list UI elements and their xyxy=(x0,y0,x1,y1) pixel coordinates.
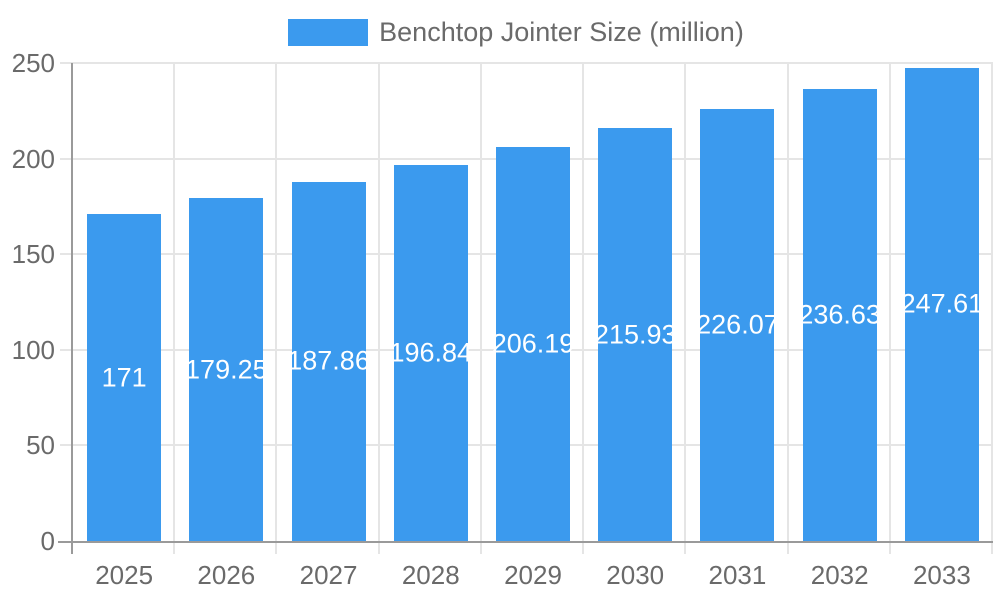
bar-2025[interactable]: 171 xyxy=(87,214,162,541)
x-axis-label-2028: 2028 xyxy=(401,560,460,590)
bar-value-label-2030: 215.93 xyxy=(593,319,677,350)
y-axis-label-50: 50 xyxy=(26,430,55,461)
legend[interactable]: Benchtop Jointer Size (million) xyxy=(16,17,1000,47)
bar-value-label-2025: 171 xyxy=(101,362,147,393)
bar-value-label-2032: 236.63 xyxy=(798,299,881,330)
x-axis-label-2030: 2030 xyxy=(606,560,665,590)
x-axis-label-2025: 2025 xyxy=(95,560,154,590)
gridline-x-7 xyxy=(786,63,789,554)
x-axis-label-2029: 2029 xyxy=(504,560,562,590)
y-axis-line xyxy=(71,63,73,554)
x-axis-line xyxy=(58,541,993,543)
x-axis-label-2032: 2032 xyxy=(810,560,869,590)
x-axis-label-2033: 2033 xyxy=(912,560,971,590)
bar-value-label-2033: 247.61 xyxy=(900,288,984,319)
y-axis-label-150: 150 xyxy=(11,239,55,270)
gridline-x-8 xyxy=(888,63,891,554)
bar-2031[interactable]: 226.07 xyxy=(696,108,779,541)
y-axis-label-100: 100 xyxy=(11,334,55,365)
bar-2029[interactable]: 206.19 xyxy=(492,146,574,541)
plot-area: 171 179.25 187.86 196.84 206.19 215.93 226.07 2… xyxy=(12,49,993,589)
bar-2033[interactable]: 247.61 xyxy=(901,67,983,541)
bar-value-label-2028: 196.84 xyxy=(389,337,473,368)
gridline-x-6 xyxy=(684,63,687,554)
bar-value-label-2026: 179.25 xyxy=(185,354,268,385)
gridline-x-1 xyxy=(173,63,176,554)
gridline-y-250 xyxy=(60,62,993,64)
y-axis-label-200: 200 xyxy=(11,143,55,174)
y-axis-label-250: 250 xyxy=(11,48,55,78)
y-axis-label-0: 0 xyxy=(40,526,55,556)
x-axis-label-2026: 2026 xyxy=(197,560,256,590)
x-axis-label-2031: 2031 xyxy=(708,560,767,590)
bar-value-label-2031: 226.07 xyxy=(696,309,779,340)
legend-swatch xyxy=(288,18,369,46)
bar-2032[interactable]: 236.63 xyxy=(798,88,881,541)
bar-2027[interactable]: 187.86 xyxy=(287,181,370,541)
bar-2030[interactable]: 215.93 xyxy=(594,128,677,541)
bar-value-label-2027: 187.86 xyxy=(287,345,370,376)
x-axis-label-2027: 2027 xyxy=(299,560,358,590)
gridline-x-9 xyxy=(991,63,993,554)
bar-2028[interactable]: 196.84 xyxy=(389,164,472,541)
gridline-x-3 xyxy=(377,63,380,554)
bar-2026[interactable]: 179.25 xyxy=(185,198,268,541)
gridline-x-4 xyxy=(479,63,482,554)
gridline-x-2 xyxy=(275,63,278,554)
bar-value-label-2029: 206.19 xyxy=(491,328,575,359)
gridline-x-5 xyxy=(582,63,585,554)
legend-label: Benchtop Jointer Size (million) xyxy=(379,17,744,47)
